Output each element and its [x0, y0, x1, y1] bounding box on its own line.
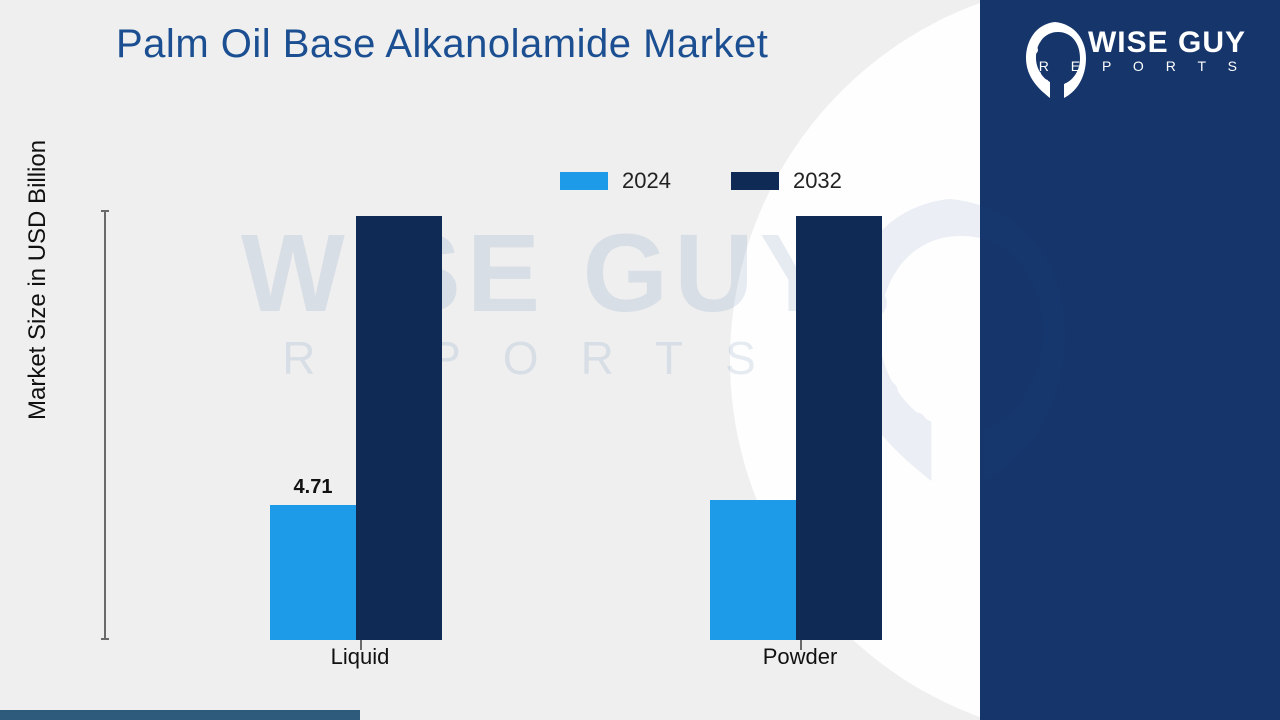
brand-name: WISE GUY	[1039, 26, 1246, 60]
x-axis-label: Powder	[763, 644, 838, 670]
y-axis-line	[104, 210, 106, 640]
brand-subtitle: R E P O R T S	[1039, 58, 1246, 74]
bar	[796, 216, 882, 640]
bar-group: Powder	[710, 210, 890, 640]
x-axis-label: Liquid	[331, 644, 390, 670]
chart-canvas: Palm Oil Base Alkanolamide Market WISE G…	[0, 0, 1280, 720]
bar-value-label: 4.71	[294, 476, 333, 499]
legend-swatch-2024	[560, 172, 608, 190]
legend-swatch-2032	[731, 172, 779, 190]
brand-logo: WISE GUY R E P O R T S	[1039, 26, 1246, 74]
legend-label-2032: 2032	[793, 168, 842, 194]
bar	[710, 500, 796, 640]
chart-title: Palm Oil Base Alkanolamide Market	[116, 22, 768, 67]
legend-item-2024: 2024	[560, 168, 671, 194]
legend-label-2024: 2024	[622, 168, 671, 194]
legend: 2024 2032	[560, 168, 842, 194]
bar	[356, 216, 442, 640]
bar-group: Liquid4.71	[270, 210, 450, 640]
plot-area: Liquid4.71 Powder	[110, 210, 990, 640]
bottom-strip	[0, 710, 360, 720]
bar: 4.71	[270, 505, 356, 640]
y-axis-label: Market Size in USD Billion	[24, 140, 52, 420]
legend-item-2032: 2032	[731, 168, 842, 194]
